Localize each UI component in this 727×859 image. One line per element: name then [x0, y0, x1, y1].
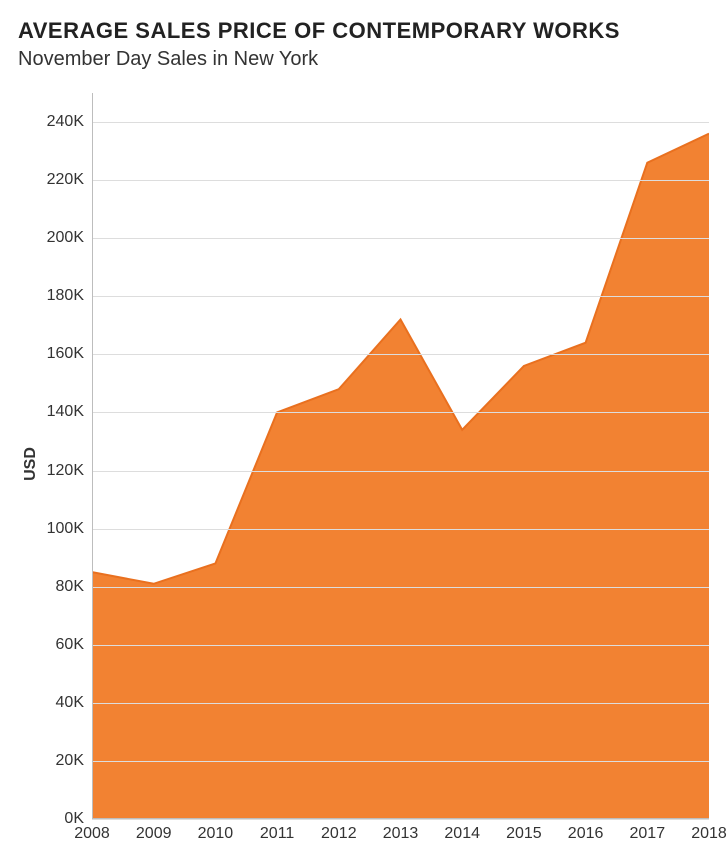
- y-tick-label: 20K: [56, 752, 92, 770]
- chart-area: USD 0K20K40K60K80K100K120K140K160K180K20…: [18, 79, 713, 849]
- y-tick-label: 200K: [47, 229, 92, 247]
- y-tick-label: 80K: [56, 578, 92, 596]
- gridline: [92, 354, 709, 355]
- x-tick-label: 2018: [691, 819, 727, 843]
- x-tick-label: 2012: [321, 819, 357, 843]
- gridline: [92, 587, 709, 588]
- x-tick-label: 2011: [260, 819, 294, 843]
- gridline: [92, 180, 709, 181]
- y-tick-label: 240K: [47, 113, 92, 131]
- area-fill: [92, 93, 709, 819]
- y-tick-label: 120K: [47, 462, 92, 480]
- y-tick-label: 40K: [56, 694, 92, 712]
- y-tick-label: 100K: [47, 520, 92, 538]
- x-tick-label: 2016: [568, 819, 604, 843]
- gridline: [92, 703, 709, 704]
- area-path: [92, 134, 709, 819]
- gridline: [92, 761, 709, 762]
- y-tick-label: 160K: [47, 345, 92, 363]
- x-tick-label: 2010: [198, 819, 234, 843]
- gridline: [92, 645, 709, 646]
- chart-subtitle: November Day Sales in New York: [18, 48, 713, 71]
- y-axis-line: [92, 93, 93, 819]
- y-tick-label: 60K: [56, 636, 92, 654]
- x-tick-label: 2009: [136, 819, 172, 843]
- x-tick-label: 2014: [444, 819, 480, 843]
- x-tick-label: 2017: [630, 819, 666, 843]
- plot-region: 0K20K40K60K80K100K120K140K160K180K200K22…: [92, 93, 709, 819]
- y-tick-label: 220K: [47, 171, 92, 189]
- chart-title: AVERAGE SALES PRICE OF CONTEMPORARY WORK…: [18, 18, 713, 44]
- x-tick-label: 2015: [506, 819, 542, 843]
- x-tick-label: 2008: [74, 819, 110, 843]
- y-tick-label: 140K: [47, 403, 92, 421]
- gridline: [92, 122, 709, 123]
- gridline: [92, 471, 709, 472]
- gridline: [92, 296, 709, 297]
- gridline: [92, 412, 709, 413]
- gridline: [92, 238, 709, 239]
- y-axis-label: USD: [22, 447, 40, 481]
- y-tick-label: 180K: [47, 287, 92, 305]
- x-tick-label: 2013: [383, 819, 419, 843]
- gridline: [92, 529, 709, 530]
